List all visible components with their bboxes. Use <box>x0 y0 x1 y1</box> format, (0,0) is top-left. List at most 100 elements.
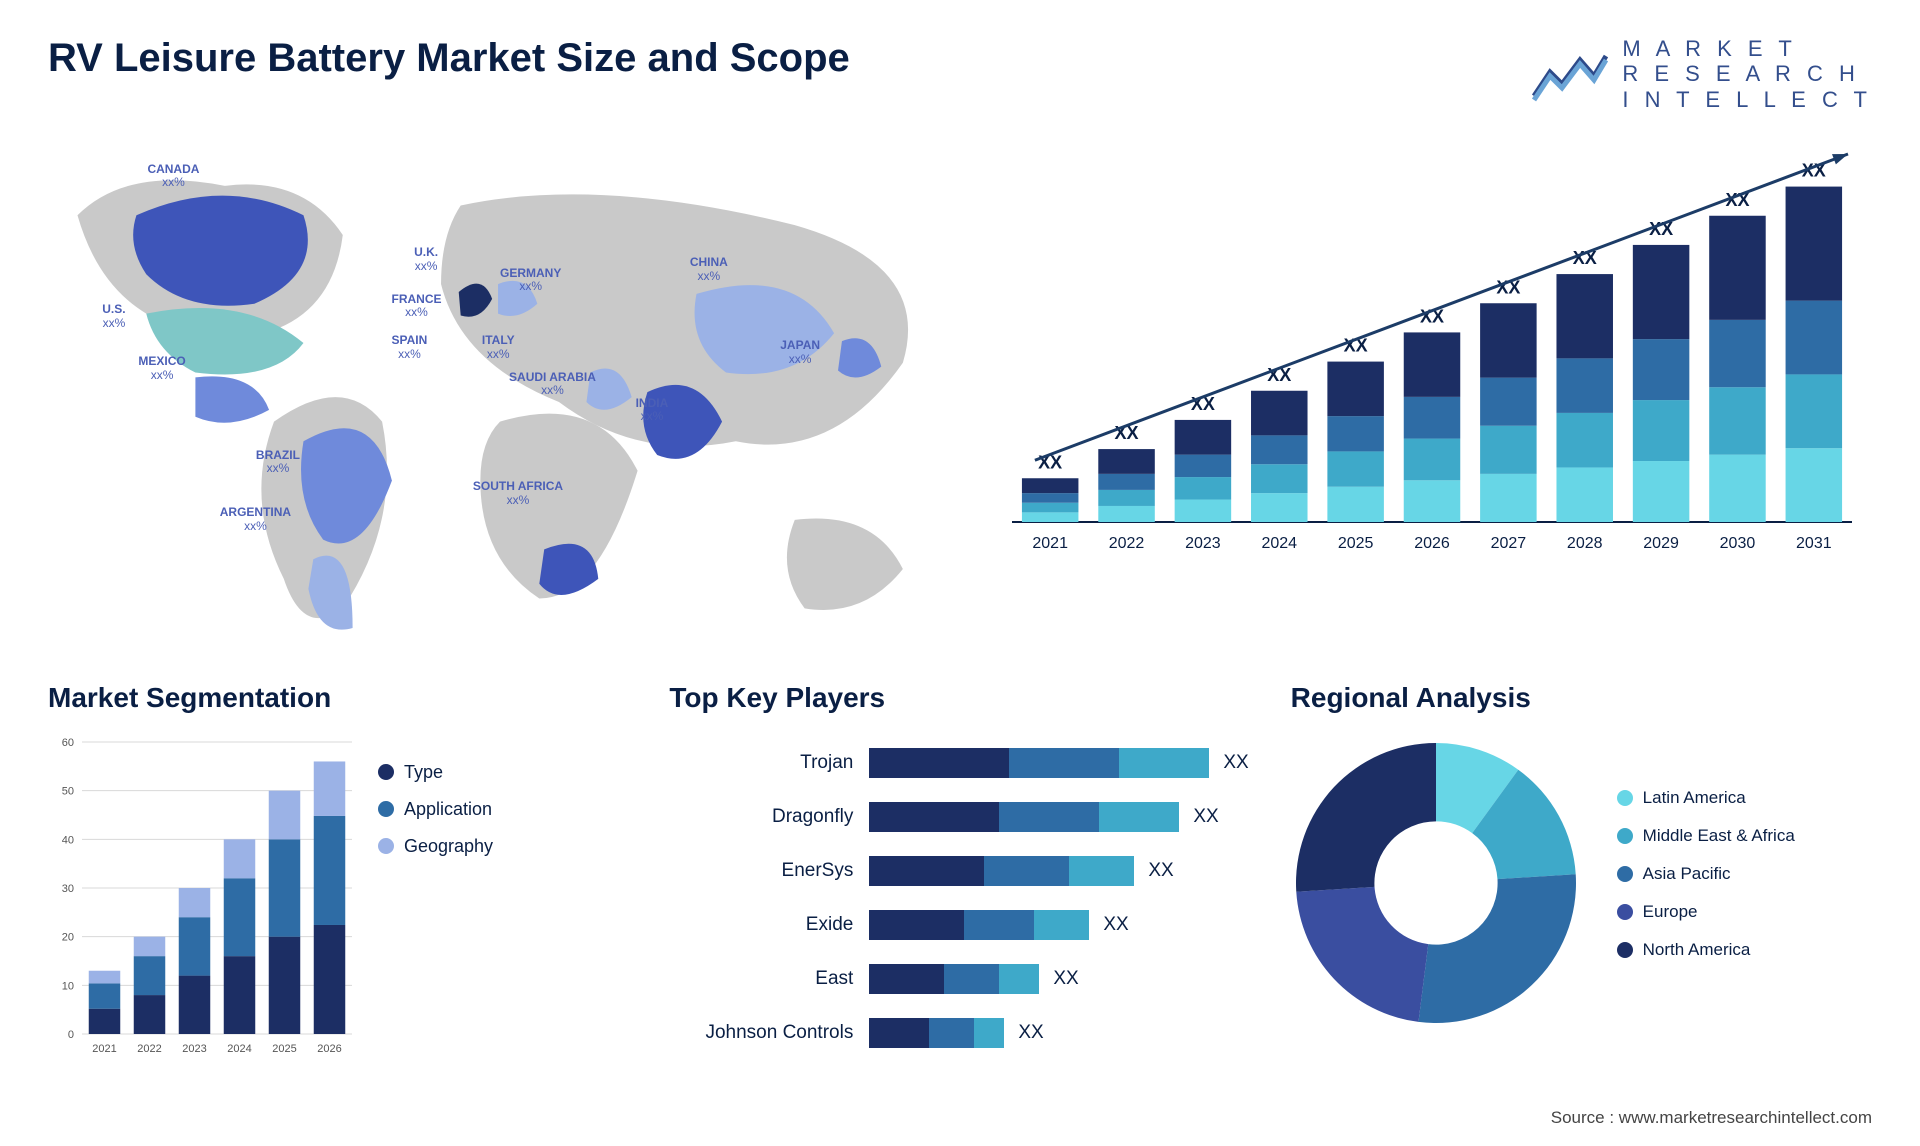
map-label: GERMANYxx% <box>500 267 561 295</box>
player-bar-segment <box>999 802 1099 832</box>
map-label: CANADAxx% <box>147 163 199 191</box>
svg-text:2021: 2021 <box>92 1043 116 1055</box>
player-bar-segment <box>869 856 984 886</box>
legend-label: Middle East & Africa <box>1643 826 1795 846</box>
svg-text:10: 10 <box>62 980 74 992</box>
map-label: INDIAxx% <box>636 397 669 425</box>
svg-text:2026: 2026 <box>1414 535 1450 552</box>
svg-text:2025: 2025 <box>272 1043 296 1055</box>
svg-text:2031: 2031 <box>1796 535 1832 552</box>
player-value: XX <box>1179 806 1218 828</box>
player-row: Dragonfly XX <box>669 796 1250 838</box>
legend-label: Geography <box>404 836 493 857</box>
player-bar-segment <box>869 748 1009 778</box>
legend-swatch <box>1617 866 1633 882</box>
logo-icon <box>1532 46 1608 102</box>
segmentation-chart: 0102030405060202120222023202420252026 <box>48 732 358 1062</box>
svg-text:2029: 2029 <box>1643 535 1679 552</box>
legend-swatch <box>378 838 394 854</box>
player-value: XX <box>1004 1022 1043 1044</box>
player-bar-segment <box>999 964 1039 994</box>
player-row: Johnson Controls XX <box>669 1012 1250 1054</box>
svg-text:2023: 2023 <box>1185 535 1221 552</box>
legend-item: North America <box>1617 940 1795 960</box>
player-name: Johnson Controls <box>669 1022 869 1044</box>
players-list: TrojanXXDragonflyXXEnerSysXXExideXXEastX… <box>669 732 1250 1054</box>
player-bar-segment <box>1034 910 1089 940</box>
brand-logo: M A R K E T R E S E A R C H I N T E L L … <box>1532 36 1872 112</box>
regional-donut <box>1291 738 1581 1028</box>
legend-item: Latin America <box>1617 788 1795 808</box>
segmentation-title: Market Segmentation <box>48 682 629 714</box>
legend-label: Type <box>404 762 443 783</box>
forecast-svg: XX2021XX2022XX2023XX2024XX2025XX2026XX20… <box>992 142 1872 662</box>
svg-text:2022: 2022 <box>1109 535 1145 552</box>
world-map: CANADAxx%U.S.xx%MEXICOxx%BRAZILxx%ARGENT… <box>48 142 952 662</box>
player-bar-segment <box>944 964 999 994</box>
regional-title: Regional Analysis <box>1291 682 1872 714</box>
svg-text:2024: 2024 <box>227 1043 251 1055</box>
player-row: ExideXX <box>669 904 1250 946</box>
world-map-svg <box>48 142 952 662</box>
regional-legend: Latin America Middle East & Africa Asia Pa… <box>1617 788 1795 978</box>
player-bar-segment <box>869 802 999 832</box>
svg-text:50: 50 <box>62 786 74 798</box>
player-value: XX <box>1209 752 1248 774</box>
player-name: Dragonfly <box>669 806 869 828</box>
player-bar-segment <box>869 1018 929 1048</box>
legend-label: Application <box>404 799 492 820</box>
player-value: XX <box>1134 860 1173 882</box>
map-label: SAUDI ARABIAxx% <box>509 371 596 399</box>
player-bar-segment <box>984 856 1069 886</box>
legend-item: Application <box>378 799 493 820</box>
logo-line-3: I N T E L L E C T <box>1622 87 1872 112</box>
players-section: Top Key Players TrojanXXDragonflyXXEnerS… <box>669 682 1250 1112</box>
map-label: MEXICOxx% <box>138 355 185 383</box>
player-bar-segment <box>1099 802 1179 832</box>
legend-swatch <box>1617 790 1633 806</box>
legend-swatch <box>378 801 394 817</box>
svg-text:2023: 2023 <box>182 1043 206 1055</box>
legend-label: North America <box>1643 940 1751 960</box>
player-value: XX <box>1039 968 1078 990</box>
map-label: SOUTH AFRICAxx% <box>473 480 563 508</box>
players-title: Top Key Players <box>669 682 1250 714</box>
player-row: EnerSysXX <box>669 850 1250 892</box>
source-caption: Source : www.marketresearchintellect.com <box>1551 1108 1872 1128</box>
map-label: FRANCExx% <box>392 293 442 321</box>
player-bar <box>869 1018 1004 1048</box>
player-bar-segment <box>929 1018 974 1048</box>
svg-text:2027: 2027 <box>1491 535 1527 552</box>
player-bar-segment <box>869 964 944 994</box>
player-bar-segment <box>974 1018 1004 1048</box>
logo-line-2: R E S E A R C H <box>1622 61 1872 86</box>
player-name: Trojan <box>669 752 869 774</box>
legend-item: Asia Pacific <box>1617 864 1795 884</box>
legend-item: Europe <box>1617 902 1795 922</box>
svg-text:2025: 2025 <box>1338 535 1374 552</box>
svg-text:2022: 2022 <box>137 1043 161 1055</box>
player-bar <box>869 856 1134 886</box>
svg-text:2030: 2030 <box>1720 535 1756 552</box>
player-bar <box>869 964 1039 994</box>
player-bar-segment <box>964 910 1034 940</box>
regional-section: Regional Analysis Latin America Middle Ea… <box>1291 682 1872 1112</box>
map-label: BRAZILxx% <box>256 449 300 477</box>
map-label: ARGENTINAxx% <box>220 506 291 534</box>
player-bar-segment <box>1069 856 1134 886</box>
legend-item: Type <box>378 762 493 783</box>
map-label: U.K.xx% <box>414 246 438 274</box>
svg-text:2021: 2021 <box>1032 535 1068 552</box>
map-label: JAPANxx% <box>780 339 820 367</box>
player-bar-segment <box>869 910 964 940</box>
svg-text:60: 60 <box>62 737 74 749</box>
player-row: Trojan XX <box>669 742 1250 784</box>
map-label: ITALYxx% <box>482 334 515 362</box>
svg-text:40: 40 <box>62 834 74 846</box>
logo-line-1: M A R K E T <box>1622 36 1872 61</box>
legend-swatch <box>378 764 394 780</box>
map-label: SPAINxx% <box>392 334 428 362</box>
legend-item: Middle East & Africa <box>1617 826 1795 846</box>
player-name: East <box>669 968 869 990</box>
svg-text:20: 20 <box>62 932 74 944</box>
